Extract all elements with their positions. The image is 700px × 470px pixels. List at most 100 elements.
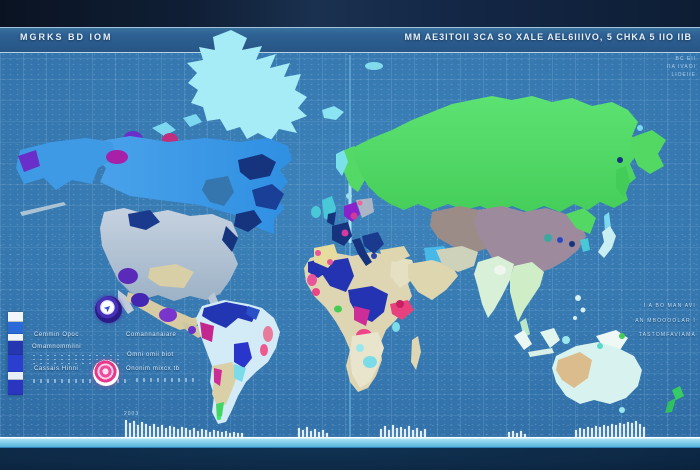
histogram-bar <box>388 430 390 437</box>
data-dash-overlay <box>0 230 700 435</box>
histogram-bar <box>225 431 227 437</box>
legend-label: Omni omii biot <box>127 352 174 358</box>
histogram-cluster <box>508 431 528 437</box>
histogram-bar <box>145 424 147 437</box>
histogram-bar <box>595 426 597 437</box>
histogram-bar <box>396 428 398 437</box>
histogram-bar <box>201 429 203 437</box>
histogram-bar <box>635 421 637 437</box>
histogram-bar <box>157 427 159 437</box>
histogram-bar <box>416 428 418 437</box>
histogram-bar <box>129 423 131 437</box>
histogram-bar <box>639 424 641 437</box>
histogram-bar <box>591 428 593 437</box>
legend-colorbar-segment <box>8 322 23 334</box>
histogram-bar <box>197 431 199 437</box>
histogram-bar <box>623 424 625 437</box>
histogram-bar <box>173 427 175 437</box>
histogram-bar <box>318 432 320 437</box>
histogram-bar <box>137 425 139 437</box>
right-annotation: AN MBOOOOLAR I <box>635 318 696 324</box>
histogram-bar <box>217 431 219 437</box>
legend-label: Cassais Hinni <box>34 366 79 372</box>
histogram-bar <box>520 431 522 437</box>
histogram-bar <box>149 426 151 437</box>
histogram-bar <box>619 423 621 437</box>
histogram-cluster <box>575 421 647 437</box>
pointer-badge-icon[interactable]: ➤ <box>95 296 122 323</box>
histogram-bar <box>380 429 382 437</box>
histogram-bar <box>408 426 410 437</box>
histogram-bar <box>524 434 526 437</box>
histogram-bar <box>310 431 312 437</box>
top-band <box>0 0 700 27</box>
histogram-bar <box>314 429 316 437</box>
header-title-right: MM AE3ITOII 3CA SO XALE AEL6IIIVO, 5 CHK… <box>404 32 692 42</box>
legend-tick-rows <box>33 353 121 364</box>
histogram-bar <box>615 425 617 437</box>
histogram-bar <box>412 430 414 437</box>
histogram-bar <box>221 432 223 437</box>
histogram-bar <box>512 431 514 437</box>
histogram-bar <box>322 430 324 437</box>
corner-note-line: IIA IVAOI <box>666 64 696 70</box>
legend-label: Cemmin Opoc <box>34 332 79 338</box>
histogram-bar <box>599 427 601 437</box>
histogram-bar <box>587 427 589 437</box>
histogram-bar <box>237 433 239 437</box>
legend-colorbar-segment <box>8 380 23 395</box>
legend-label: Omamnommiini <box>32 344 82 350</box>
histogram-bar <box>161 425 163 437</box>
legend-tick-rows <box>136 378 194 382</box>
right-annotation: TASTOMFAVIAMA <box>638 332 696 338</box>
corner-note-line: BC EII <box>675 56 696 62</box>
histogram-bar <box>400 427 402 437</box>
histogram-bar <box>516 433 518 437</box>
histogram-bar <box>326 433 328 437</box>
histogram-cluster <box>125 420 245 437</box>
legend-label: Ononim mixcx tb <box>126 366 180 372</box>
histogram-bar <box>189 430 191 437</box>
histogram-bar <box>575 430 577 437</box>
histogram-bar <box>181 427 183 437</box>
header-title-left: MGRKS BD IOM <box>20 32 113 42</box>
year-label: 2003 <box>124 411 140 417</box>
histogram-bar <box>643 427 645 437</box>
histogram-bar <box>583 429 585 437</box>
histogram-bar <box>153 424 155 437</box>
histogram-bar <box>631 423 633 437</box>
histogram-bar <box>241 433 243 437</box>
flower-badge-icon[interactable] <box>93 360 119 386</box>
histogram-bar <box>404 429 406 437</box>
histogram-bar <box>233 432 235 437</box>
legend-colorbar <box>8 312 23 395</box>
histogram-bar <box>392 425 394 437</box>
legend-colorbar-segment <box>8 312 23 322</box>
legend-colorbar-segment <box>8 355 23 372</box>
histogram-bar <box>298 428 300 437</box>
corner-note: BC EII IIA IVAOI LIOEIIE <box>667 55 696 79</box>
histogram-bar <box>177 429 179 437</box>
corner-note-line: LIOEIIE <box>671 72 696 78</box>
header-band <box>0 27 700 53</box>
histogram-bar <box>141 422 143 437</box>
histogram-bar <box>205 430 207 437</box>
histogram-bar <box>185 428 187 437</box>
histogram-bar <box>165 428 167 437</box>
histogram-bar <box>424 429 426 437</box>
histogram-bar <box>603 425 605 437</box>
histogram-bar <box>627 422 629 437</box>
right-annotation: I A BO MAN AVI <box>643 303 696 309</box>
histogram-bar <box>306 427 308 437</box>
histogram-bar <box>384 426 386 437</box>
legend-label: Comannanaiare <box>126 332 177 338</box>
cursor-glyph-icon: ➤ <box>101 301 114 315</box>
histogram-bar <box>125 420 127 437</box>
histogram-cluster <box>380 425 428 437</box>
histogram-bar <box>508 432 510 437</box>
histogram-bar <box>133 421 135 437</box>
legend-colorbar-segment <box>8 341 23 355</box>
histogram-bar <box>193 428 195 437</box>
legend-colorbar-segment <box>8 372 23 380</box>
